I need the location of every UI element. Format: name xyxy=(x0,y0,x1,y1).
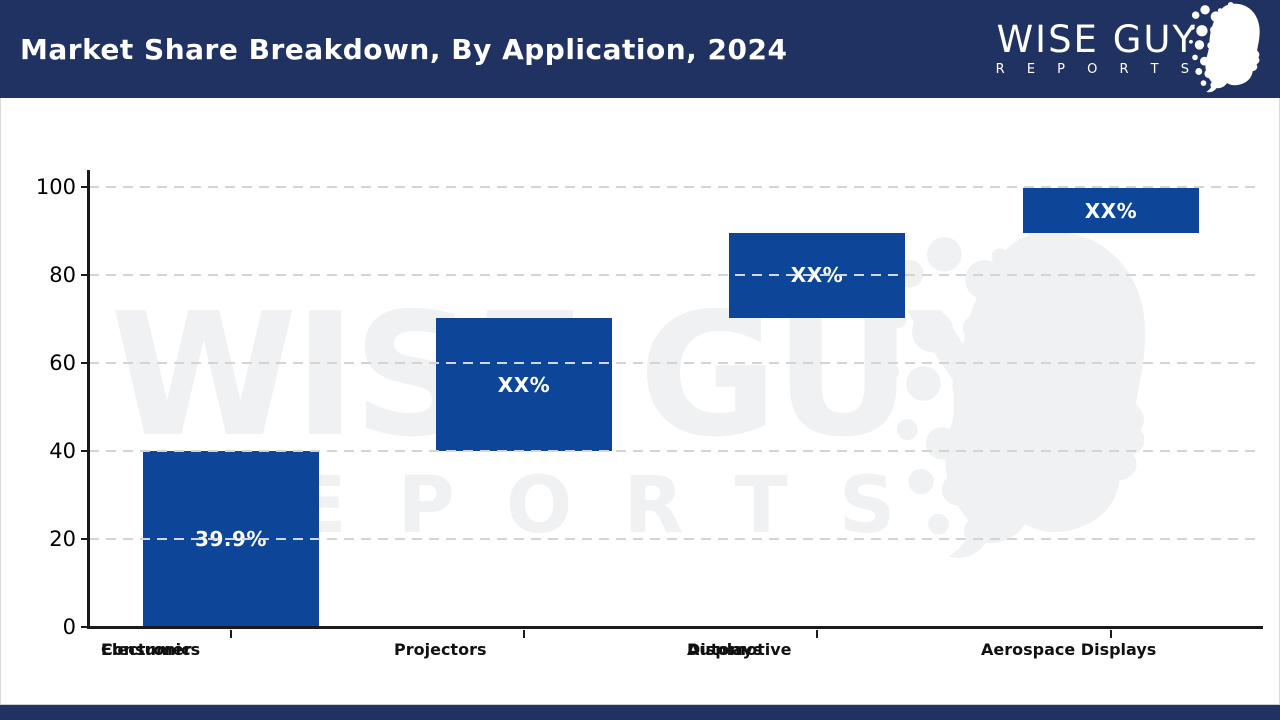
bar: XX% xyxy=(1023,187,1199,234)
page-title: Market Share Breakdown, By Application, … xyxy=(20,32,788,66)
y-axis xyxy=(87,170,90,629)
gridline xyxy=(89,274,1262,276)
logo-head-icon xyxy=(1189,1,1260,93)
header: Market Share Breakdown, By Application, … xyxy=(0,0,1280,98)
category-label-line: Electronics xyxy=(101,640,201,659)
gridline xyxy=(89,186,1262,188)
category-label-line: Aerospace Displays xyxy=(981,640,1157,659)
logo: WISE GUY R E P O R T S xyxy=(996,1,1270,93)
logo-subtitle: R E P O R T S xyxy=(995,62,1198,77)
bar-value-label: XX% xyxy=(1084,198,1138,223)
y-tick-label: 20 xyxy=(49,527,76,551)
y-tick xyxy=(81,186,89,188)
y-tick-label: 100 xyxy=(35,175,76,199)
footer-bar xyxy=(0,705,1280,720)
y-tick xyxy=(81,274,89,276)
bar: XX% xyxy=(436,317,612,452)
category-label-line: Projectors xyxy=(394,640,487,659)
y-tick-label: 0 xyxy=(62,615,76,639)
y-tick-label: 40 xyxy=(49,439,76,463)
x-tick xyxy=(816,630,818,638)
gridline xyxy=(89,362,1262,364)
x-tick xyxy=(230,630,232,638)
gridline xyxy=(89,538,1262,540)
x-tick xyxy=(523,630,525,638)
y-tick xyxy=(81,626,89,628)
y-tick xyxy=(81,450,89,452)
category-label-line: Displays xyxy=(687,640,763,659)
y-tick-label: 80 xyxy=(49,263,76,287)
gridline xyxy=(89,450,1262,452)
logo-text: WISE GUY R E P O R T S xyxy=(996,20,1198,78)
bar-value-label: XX% xyxy=(497,372,551,397)
y-tick xyxy=(81,538,89,540)
x-tick xyxy=(1110,630,1112,638)
y-tick-label: 60 xyxy=(49,351,76,375)
logo-wordmark: WISE GUY xyxy=(996,18,1198,61)
category-label-line: Automotive xyxy=(687,640,792,659)
y-tick xyxy=(81,362,89,364)
category-label-line: Consumer xyxy=(101,640,192,659)
x-axis xyxy=(87,626,1263,629)
